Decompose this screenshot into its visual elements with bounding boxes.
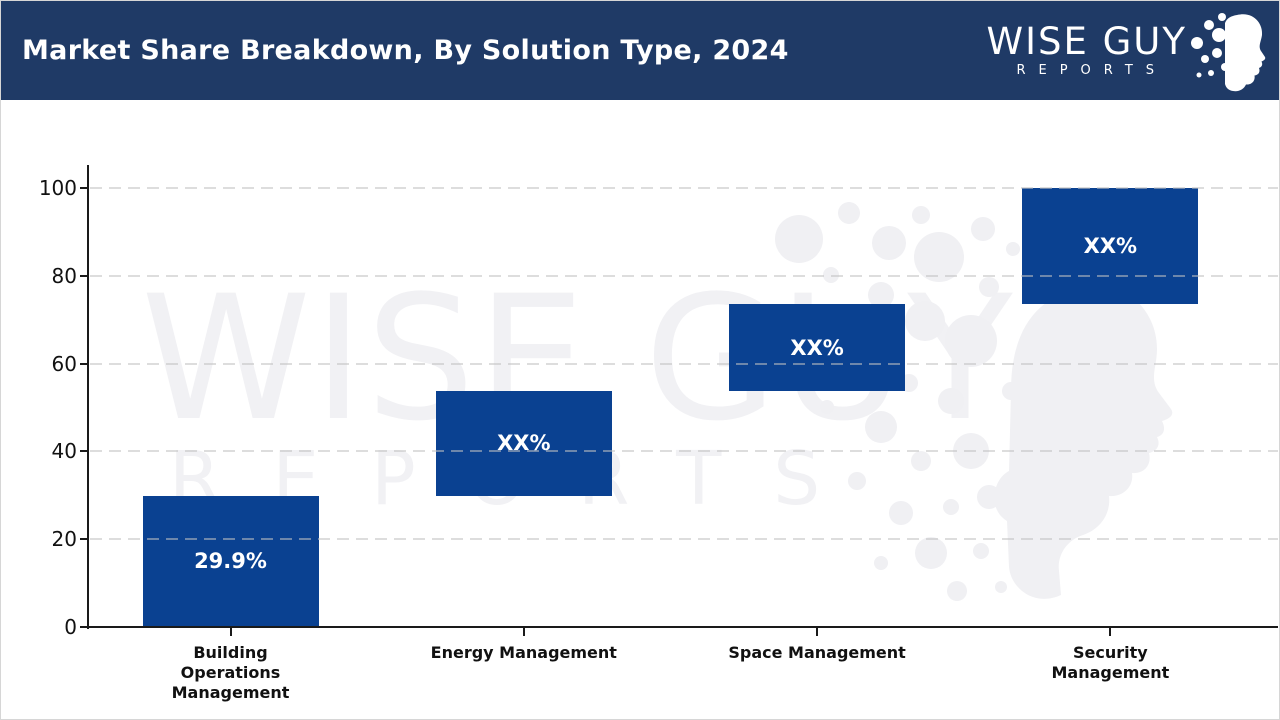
x-tick-mark (522, 628, 525, 636)
logo-text: WISE GUY REPORTS (987, 22, 1187, 80)
bar-1 (142, 495, 319, 627)
bar-4 (1022, 188, 1199, 304)
logo-subtitle: REPORTS (1016, 63, 1168, 78)
y-tick-mark (80, 187, 89, 189)
gridline (90, 538, 1278, 541)
category-label: Energy Management (374, 643, 674, 663)
x-tick-mark (1109, 628, 1112, 636)
y-tick-mark (80, 450, 89, 453)
y-tick-mark (80, 362, 89, 365)
gridline (90, 362, 1278, 365)
category-label-line: Building (193, 643, 268, 662)
gridline (90, 274, 1278, 277)
category-label-line: Management (1051, 663, 1170, 682)
header: Market Share Breakdown, By Solution Type… (1, 1, 1279, 100)
y-tick-mark (80, 626, 89, 628)
wise-guy-logo: WISE GUY REPORTS (987, 9, 1267, 93)
gridline (90, 450, 1278, 453)
bar-value-label: XX% (1083, 233, 1138, 258)
category-label-line: Operations (180, 663, 281, 682)
y-axis (87, 165, 89, 629)
y-tick-mark (80, 274, 89, 277)
y-tick-label: 0 (64, 615, 77, 639)
x-axis (87, 626, 1278, 628)
y-tick-label: 60 (51, 351, 77, 376)
x-tick-mark (816, 628, 819, 636)
x-tick-mark (229, 628, 232, 636)
y-tick-label: 20 (51, 527, 77, 552)
bar-value-label: XX% (790, 335, 844, 360)
category-label: Space Management (667, 643, 967, 663)
bar-value-label: XX% (497, 431, 551, 456)
category-label-line: Security (1073, 643, 1148, 662)
y-tick-label: 40 (51, 439, 77, 464)
y-tick-label: 80 (51, 263, 77, 288)
logo-wordmark: WISE GUY (986, 20, 1187, 63)
category-label: Security Management (960, 643, 1260, 683)
gridline (90, 187, 1278, 189)
category-label-line: Space Management (728, 643, 906, 662)
category-label-line: Energy Management (430, 643, 617, 662)
y-tick-label: 100 (38, 176, 77, 200)
bar-3 (729, 303, 906, 392)
category-label-line: Management (171, 683, 290, 702)
y-tick-mark (80, 538, 89, 541)
bar-value-label: 29.9% (194, 549, 267, 574)
category-label: Building Operations Management (81, 643, 381, 703)
logo-face-icon (1191, 13, 1266, 92)
bar-2 (435, 391, 612, 496)
page-title: Market Share Breakdown, By Solution Type… (22, 35, 789, 66)
